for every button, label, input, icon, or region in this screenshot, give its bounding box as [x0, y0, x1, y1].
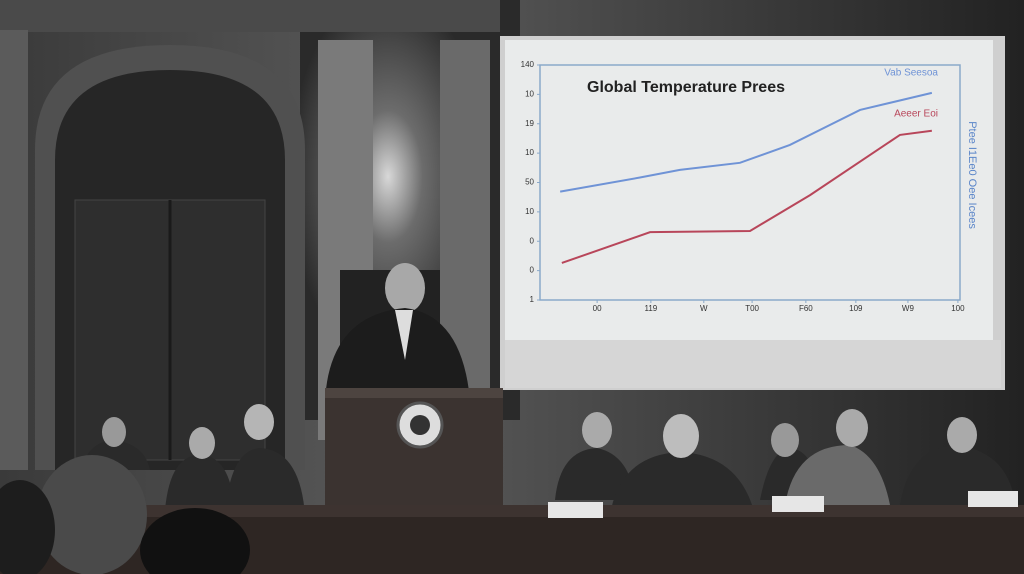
y-tick-label: 19 [525, 119, 534, 128]
y-tick-label: 10 [525, 207, 534, 216]
placard [968, 491, 1018, 507]
podium-top [325, 388, 503, 398]
x-tick-label: T00 [745, 304, 759, 313]
projected-chart: Global Temperature Prees Ptee I1Ee0 Oee … [521, 60, 978, 313]
screen-lower [505, 340, 1001, 388]
y-tick-label: 0 [530, 236, 535, 245]
audience-head [140, 508, 250, 574]
dais-edge [0, 505, 1024, 517]
series-line [559, 91, 933, 193]
x-tick-label: 100 [951, 304, 965, 313]
x-tick-label: F60 [799, 304, 813, 313]
speaker-shirt [395, 310, 413, 360]
y-tick-label: 0 [530, 266, 535, 275]
legend-label: Vab Seesoa [884, 68, 938, 79]
panel [80, 404, 1015, 515]
placard [548, 502, 603, 518]
speaker-suit [325, 308, 470, 400]
x-tick-label: W9 [902, 304, 915, 313]
chart-title: Global Temperature Prees [587, 79, 785, 96]
y-tick-label: 50 [525, 178, 534, 187]
screen [505, 40, 993, 340]
x-tick-label: 109 [849, 304, 863, 313]
x-tick-label: 00 [593, 304, 602, 313]
cornice [0, 0, 500, 32]
x-tick-label: 119 [644, 304, 657, 313]
legend-label: Aeeer Eoi [894, 109, 938, 120]
audience-head [0, 480, 55, 574]
y-tick-label: 140 [521, 60, 535, 69]
y-tick-label: 1 [530, 295, 535, 304]
y-tick-label: 10 [525, 148, 534, 157]
placard [772, 496, 824, 512]
y-tick-label: 10 [525, 89, 534, 98]
speaker-head [385, 263, 425, 313]
y-axis-label: Ptee I1Ee0 Oee Icees [966, 121, 978, 229]
column [0, 30, 28, 470]
audience-head [37, 455, 147, 574]
series-line [561, 129, 932, 264]
seal-center [410, 415, 430, 435]
x-tick-label: W [700, 304, 708, 313]
